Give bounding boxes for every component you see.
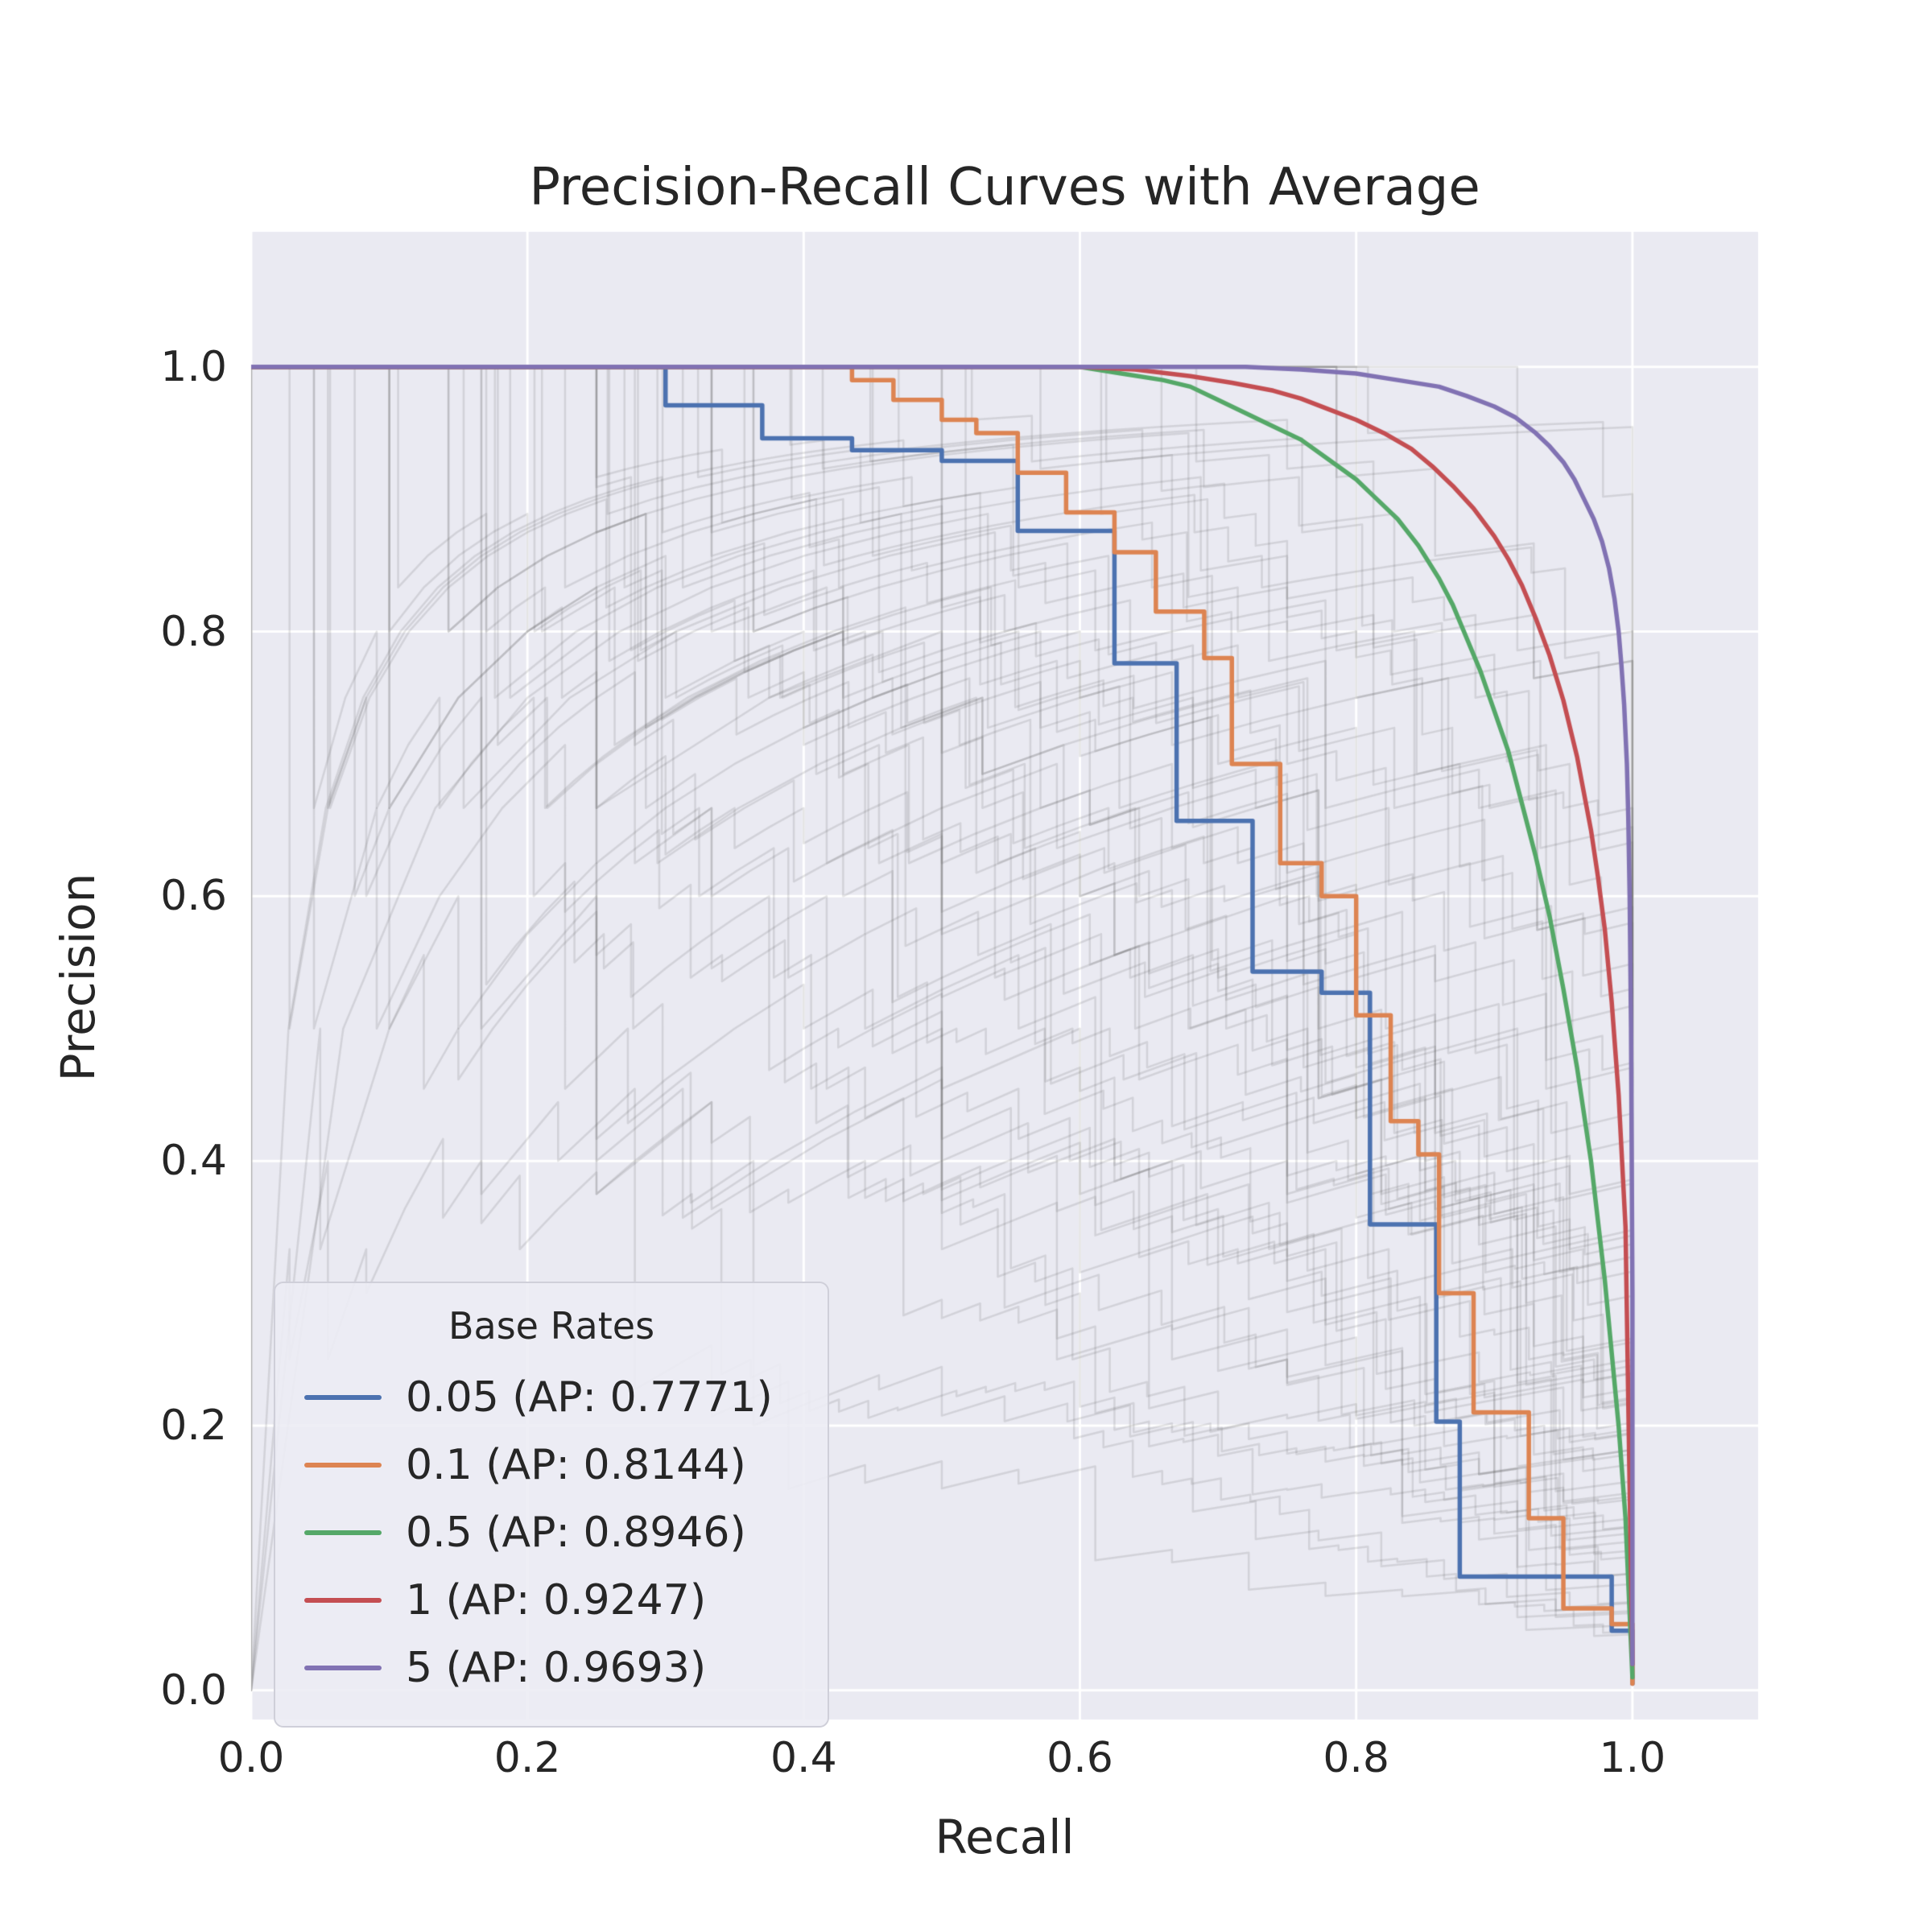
legend-title: Base Rates — [448, 1304, 655, 1348]
y-tick-label: 0.6 — [160, 872, 227, 921]
legend-item: 5 (AP: 0.9693) — [304, 1634, 799, 1702]
x-tick-label: 0.0 — [217, 1734, 285, 1782]
legend-item: 1 (AP: 0.9247) — [304, 1567, 799, 1634]
legend-line-swatch — [304, 1666, 382, 1670]
chart-title: Precision-Recall Curves with Average — [529, 158, 1480, 217]
y-tick-label: 0.0 — [160, 1666, 227, 1715]
y-tick-label: 1.0 — [160, 342, 227, 391]
legend-item: 0.5 (AP: 0.8946) — [304, 1499, 799, 1567]
legend-item: 0.1 (AP: 0.8144) — [304, 1431, 799, 1499]
legend-line-swatch — [304, 1463, 382, 1468]
legend-label: 1 (AP: 0.9247) — [406, 1576, 707, 1624]
y-axis-label: Precision — [51, 873, 105, 1082]
legend-line-swatch — [304, 1598, 382, 1603]
y-tick-label: 0.8 — [160, 607, 227, 656]
x-axis-label: Recall — [935, 1810, 1075, 1864]
legend-label: 5 (AP: 0.9693) — [406, 1644, 707, 1692]
legend: Base Rates 0.05 (AP: 0.7771) 0.1 (AP: 0.8… — [274, 1282, 829, 1728]
legend-line-swatch — [304, 1395, 382, 1400]
y-tick-label: 0.4 — [160, 1137, 227, 1186]
x-tick-label: 1.0 — [1599, 1734, 1666, 1782]
legend-label: 0.5 (AP: 0.8946) — [406, 1509, 746, 1557]
x-tick-label: 0.8 — [1323, 1734, 1390, 1782]
x-tick-label: 0.4 — [770, 1734, 837, 1782]
legend-line-swatch — [304, 1530, 382, 1535]
legend-items: 0.05 (AP: 0.7771) 0.1 (AP: 0.8144) 0.5 (AP… — [304, 1364, 799, 1702]
legend-label: 0.05 (AP: 0.7771) — [406, 1373, 773, 1422]
x-tick-label: 0.6 — [1046, 1734, 1113, 1782]
x-tick-label: 0.2 — [493, 1734, 561, 1782]
legend-item: 0.05 (AP: 0.7771) — [304, 1364, 799, 1431]
legend-label: 0.1 (AP: 0.8144) — [406, 1441, 746, 1489]
y-tick-label: 0.2 — [160, 1402, 227, 1450]
